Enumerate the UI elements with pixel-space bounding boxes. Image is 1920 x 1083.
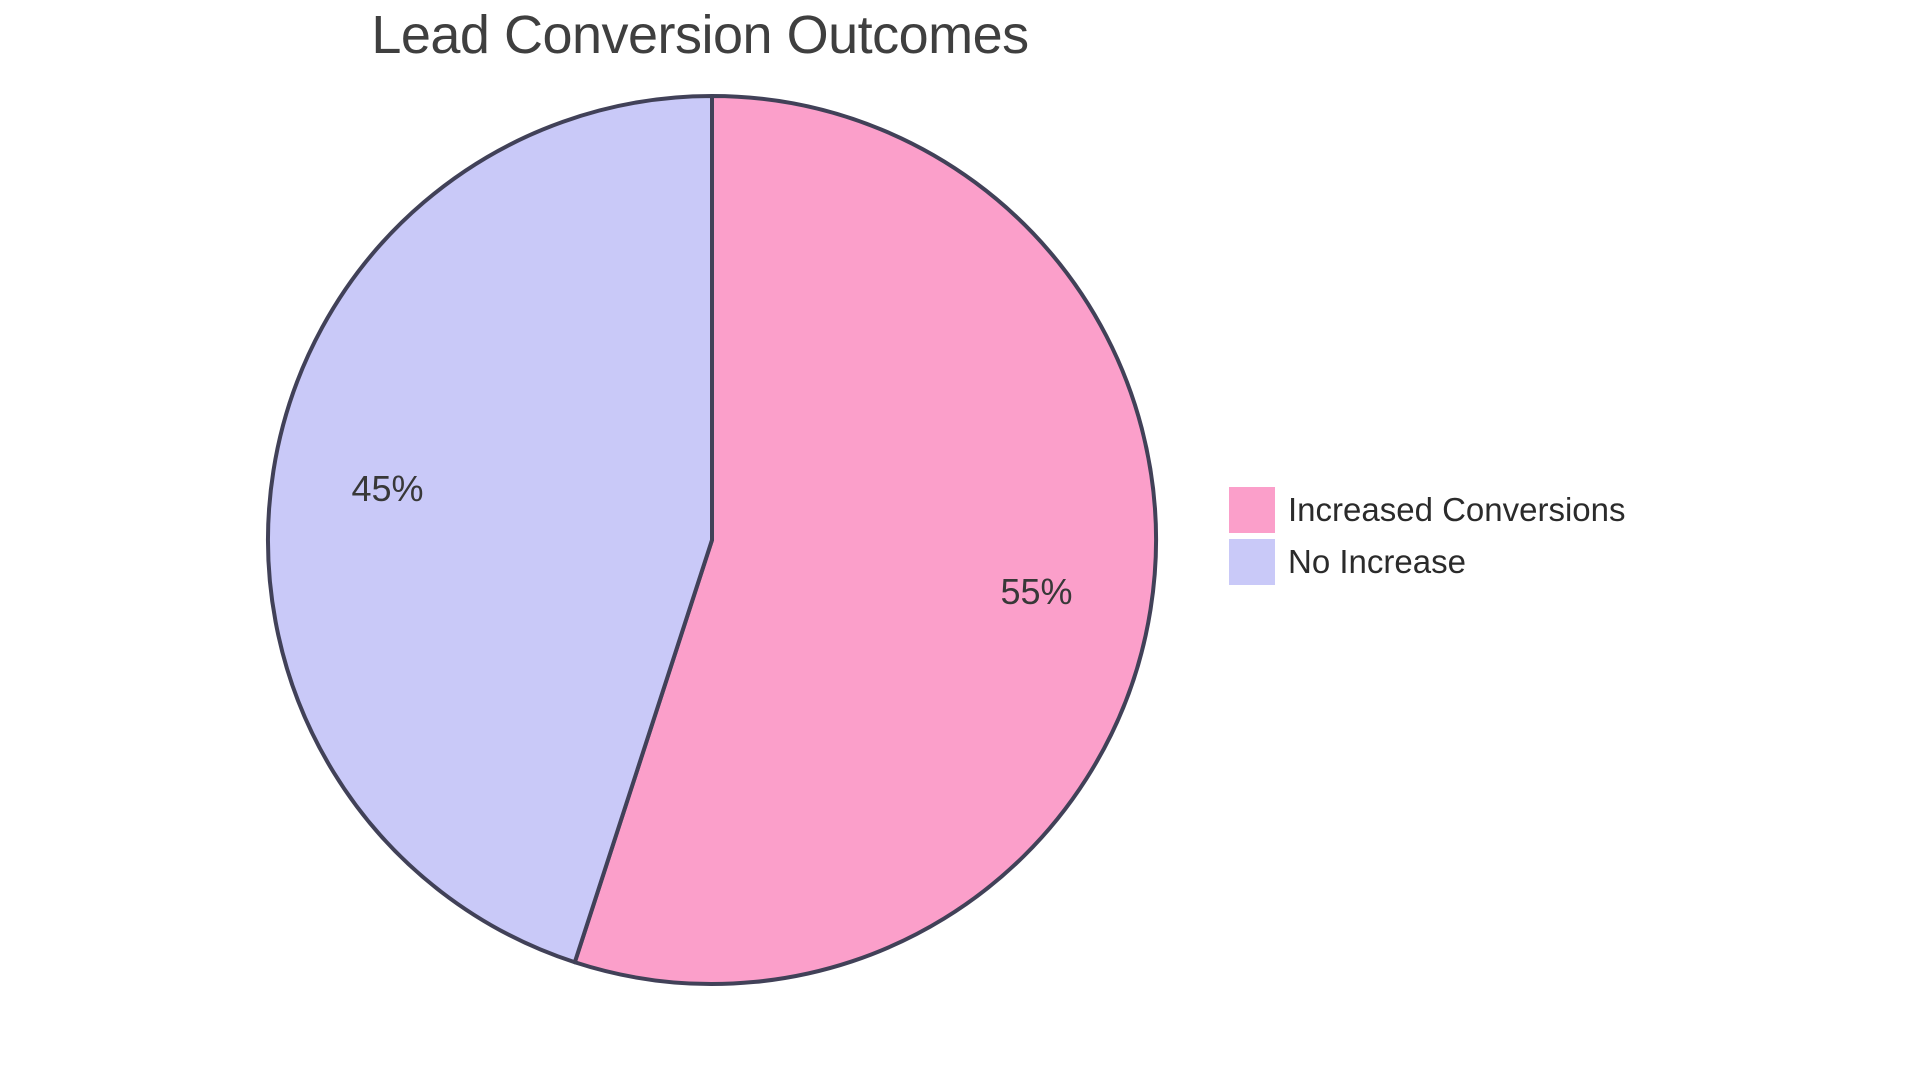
legend-label-no-increase: No Increase	[1288, 543, 1466, 580]
legend-swatch-no-increase	[1229, 539, 1275, 585]
slice-percent-label-no-increase: 45%	[351, 468, 423, 509]
legend-swatch-increased-conversions	[1229, 487, 1275, 533]
legend-item-no-increase: No Increase	[1229, 539, 1626, 585]
legend: Increased Conversions No Increase	[1229, 487, 1626, 585]
chart-title: Lead Conversion Outcomes	[371, 5, 1029, 65]
pie-slice-no-increase	[266, 94, 714, 965]
slice-percent-label-increased-conversions: 55%	[1000, 571, 1072, 612]
legend-item-increased-conversions: Increased Conversions	[1229, 487, 1626, 533]
pie-slice-increased-conversions	[572, 94, 1159, 986]
legend-label-increased-conversions: Increased Conversions	[1288, 491, 1626, 528]
